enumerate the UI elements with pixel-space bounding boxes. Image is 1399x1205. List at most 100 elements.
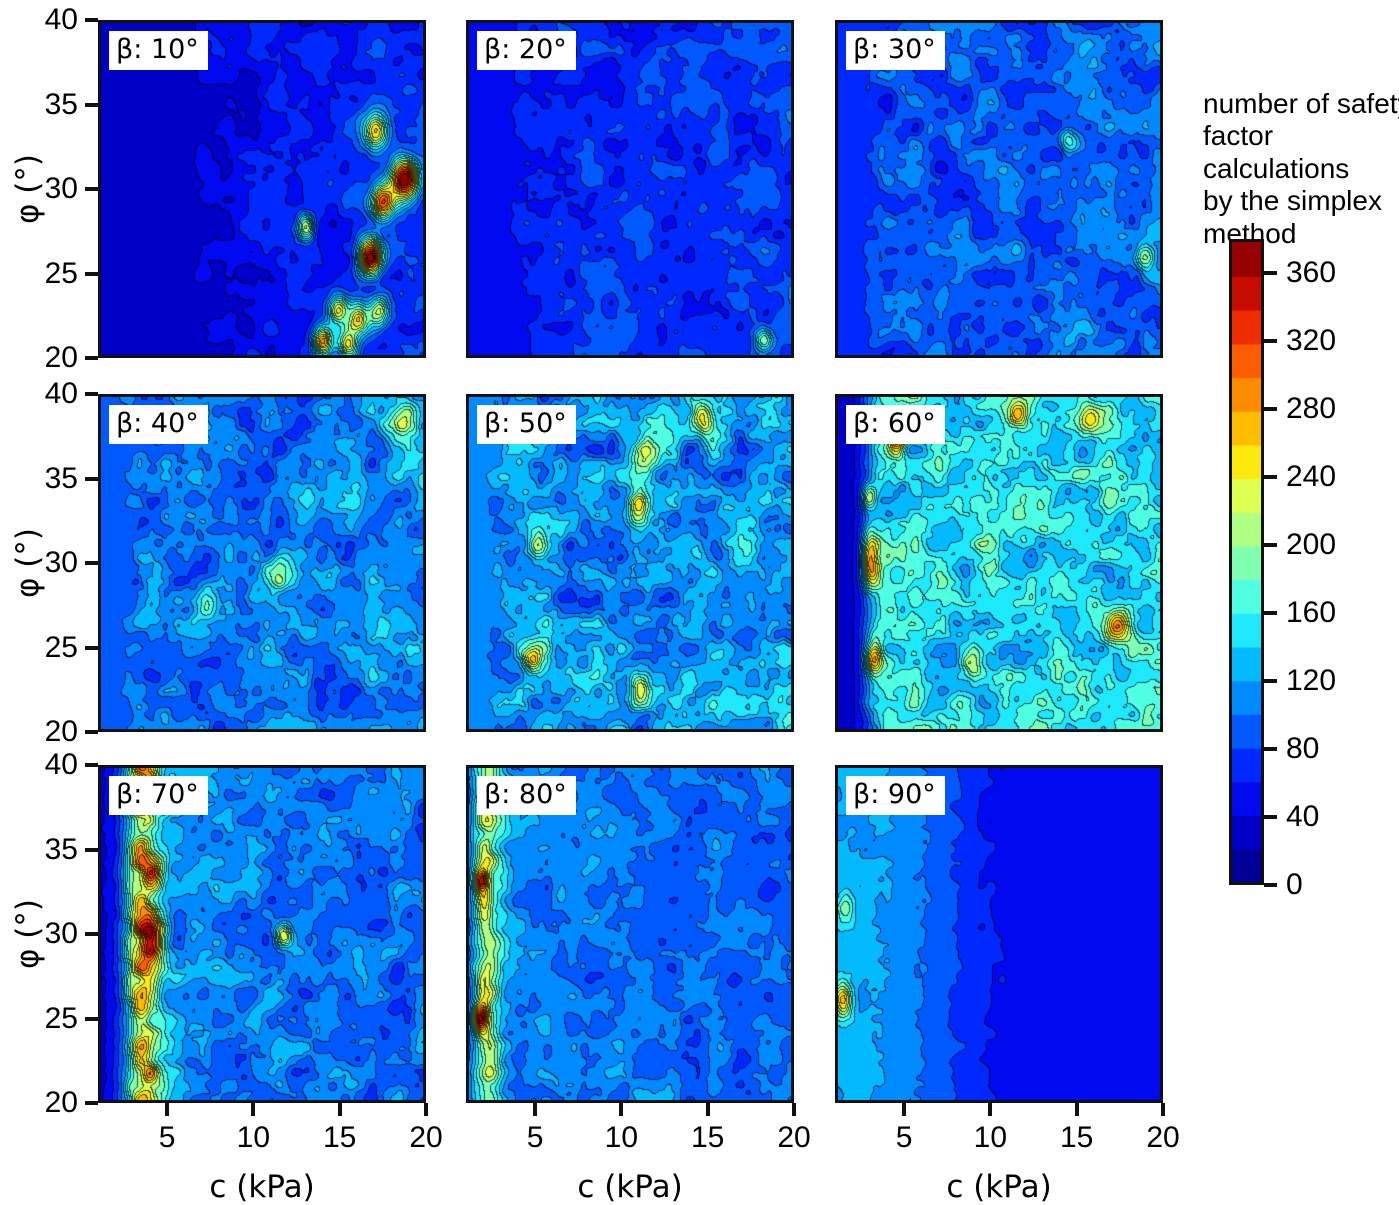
- ytick-label: 30: [44, 546, 78, 579]
- panel-beta-70: β: 70°: [98, 765, 426, 1103]
- xtick-mark: [1074, 1103, 1079, 1116]
- colorbar-tick: [1264, 475, 1277, 479]
- ytick-mark: [85, 561, 98, 565]
- panel-beta-60-label: β: 60°: [846, 405, 945, 444]
- xtick-mark: [337, 1103, 342, 1116]
- panel-beta-90: β: 90°: [835, 765, 1163, 1103]
- ytick-mark: [85, 392, 98, 396]
- ytick-mark: [85, 18, 98, 22]
- ytick-label: 20: [44, 341, 78, 374]
- colorbar-gradient: [1232, 242, 1261, 882]
- ytick-label: 40: [44, 748, 78, 781]
- xtick-label: 20: [409, 1121, 443, 1154]
- ytick-mark: [85, 187, 98, 191]
- ytick-label: 25: [44, 256, 78, 290]
- xtick-label: 15: [1059, 1121, 1094, 1154]
- x-axis-title: c (kPa): [946, 1169, 1052, 1205]
- ytick-label: 40: [44, 377, 78, 410]
- panel-beta-30-label: β: 30°: [846, 31, 945, 70]
- contour-canvas: [469, 397, 791, 729]
- xtick-label: 5: [158, 1121, 176, 1154]
- ytick-label: 35: [44, 832, 78, 866]
- xtick-mark: [902, 1103, 907, 1116]
- ytick-label: 20: [44, 1086, 78, 1119]
- colorbar: [1229, 239, 1264, 885]
- colorbar-tick: [1264, 339, 1277, 343]
- panel-beta-20-label: β: 20°: [477, 31, 576, 70]
- contour-canvas: [101, 23, 423, 355]
- xtick-mark: [165, 1103, 170, 1116]
- xtick-label: 20: [777, 1121, 811, 1154]
- panel-beta-40-label: β: 40°: [109, 405, 208, 444]
- colorbar-tick-label: 320: [1286, 324, 1337, 357]
- colorbar-tick-label: 360: [1286, 256, 1337, 289]
- contour-canvas: [838, 768, 1160, 1100]
- contour-canvas: [101, 397, 423, 729]
- contour-canvas: [469, 768, 791, 1100]
- x-axis-title: c (kPa): [577, 1169, 683, 1205]
- colorbar-tick: [1264, 883, 1277, 887]
- panel-beta-10-label: β: 10°: [109, 31, 208, 70]
- xtick-label: 5: [895, 1121, 913, 1154]
- x-axis-title: c (kPa): [209, 1169, 315, 1205]
- xtick-mark: [705, 1103, 710, 1116]
- colorbar-tick-label: 200: [1286, 528, 1337, 561]
- colorbar-tick-label: 40: [1286, 800, 1320, 833]
- colorbar-tick-label: 160: [1286, 596, 1337, 629]
- contour-canvas: [838, 23, 1160, 355]
- ytick-mark: [85, 1016, 98, 1021]
- xtick-mark: [1161, 1103, 1165, 1116]
- ytick-label: 30: [44, 172, 78, 205]
- colorbar-tick-label: 240: [1286, 460, 1337, 493]
- ytick-label: 25: [44, 630, 78, 664]
- ytick-label: 25: [44, 1001, 78, 1035]
- colorbar-tick-label: 120: [1286, 664, 1337, 697]
- xtick-mark: [792, 1103, 796, 1116]
- ytick-label: 40: [44, 3, 78, 36]
- panel-beta-60: β: 60°: [835, 394, 1163, 732]
- xtick-mark: [988, 1103, 993, 1116]
- ytick-mark: [85, 763, 98, 767]
- xtick-label: 20: [1146, 1121, 1180, 1154]
- contour-canvas: [838, 397, 1160, 729]
- contour-canvas: [101, 768, 423, 1100]
- panel-beta-30: β: 30°: [835, 20, 1163, 358]
- panel-beta-50-label: β: 50°: [477, 405, 576, 444]
- colorbar-tick-label: 280: [1286, 392, 1337, 425]
- colorbar-tick: [1264, 747, 1277, 751]
- y-axis-title: φ (°): [10, 154, 46, 224]
- y-axis-title: φ (°): [10, 899, 46, 969]
- xtick-label: 15: [322, 1121, 357, 1154]
- ytick-mark: [85, 730, 98, 734]
- ytick-label: 35: [44, 87, 78, 121]
- xtick-mark: [424, 1103, 428, 1116]
- colorbar-tick: [1264, 815, 1277, 819]
- panel-beta-50: β: 50°: [466, 394, 794, 732]
- ytick-label: 30: [44, 917, 78, 950]
- panel-beta-80: β: 80°: [466, 765, 794, 1103]
- ytick-mark: [85, 847, 98, 852]
- contour-canvas: [469, 23, 791, 355]
- panel-beta-90-label: β: 90°: [846, 776, 945, 815]
- xtick-mark: [533, 1103, 538, 1116]
- ytick-mark: [85, 1101, 98, 1105]
- panel-beta-20: β: 20°: [466, 20, 794, 358]
- ytick-mark: [85, 356, 98, 360]
- colorbar-tick-label: 0: [1286, 868, 1303, 901]
- colorbar-title: number of safety factor calculations by …: [1203, 88, 1399, 249]
- ytick-mark: [85, 932, 98, 936]
- xtick-label: 10: [973, 1121, 1008, 1154]
- ytick-label: 20: [44, 715, 78, 748]
- xtick-mark: [251, 1103, 256, 1116]
- xtick-label: 10: [604, 1121, 639, 1154]
- colorbar-tick: [1264, 407, 1277, 411]
- panel-beta-10: β: 10°: [98, 20, 426, 358]
- panel-beta-70-label: β: 70°: [109, 776, 208, 815]
- xtick-label: 10: [236, 1121, 271, 1154]
- colorbar-tick: [1264, 543, 1277, 547]
- panel-beta-80-label: β: 80°: [477, 776, 576, 815]
- xtick-label: 15: [690, 1121, 725, 1154]
- ytick-mark: [85, 476, 98, 481]
- colorbar-tick: [1264, 611, 1277, 615]
